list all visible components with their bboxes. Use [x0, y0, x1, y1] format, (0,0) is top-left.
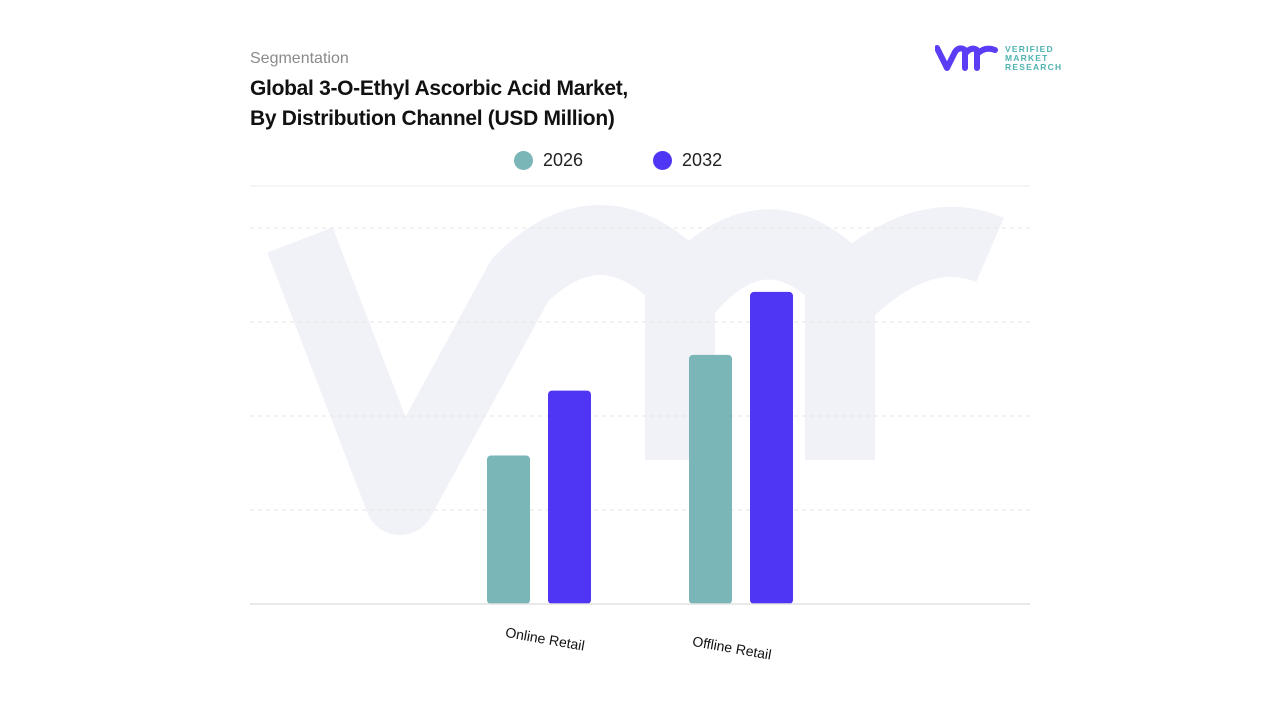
vmr-logo: VERIFIED MARKET RESEARCH — [935, 44, 1062, 72]
bar-online-retail-2032 — [548, 390, 591, 604]
legend: 2026 2032 — [514, 150, 722, 171]
logo-text-1: VERIFIED — [1005, 43, 1054, 54]
legend-label-2026: 2026 — [543, 150, 584, 170]
chart-title: Global 3-O-Ethyl Ascorbic Acid Market, B… — [250, 74, 628, 134]
bar-offline-retail-2032 — [750, 291, 793, 604]
legend-swatch-2032 — [653, 151, 673, 170]
bar-offline-retail-2026 — [689, 354, 732, 604]
bar-online-retail-2026 — [487, 455, 530, 604]
legend-item-2032[interactable]: 2032 — [653, 150, 722, 171]
vmr-logo-mark-icon — [935, 45, 998, 71]
segment-label: Segmentation — [250, 50, 349, 67]
legend-swatch-2026 — [514, 151, 533, 170]
logo-text-2: MARKET — [1005, 52, 1049, 63]
legend-item-2026[interactable]: 2026 — [514, 150, 583, 171]
logo-text-3: RESEARCH — [1005, 61, 1063, 72]
watermark-logo — [267, 205, 1004, 535]
title-line-1: Global 3-O-Ethyl Ascorbic Acid Market, — [250, 77, 628, 100]
legend-label-2032: 2032 — [682, 150, 723, 170]
title-line-2: By Distribution Channel (USD Million) — [250, 107, 615, 130]
